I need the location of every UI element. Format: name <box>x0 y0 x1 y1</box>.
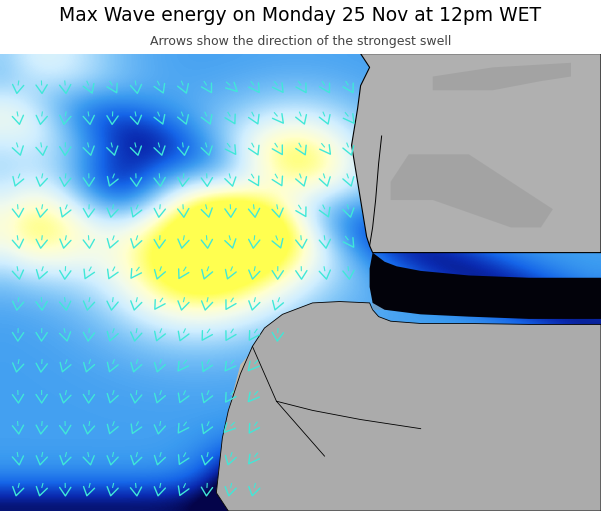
Polygon shape <box>373 300 529 314</box>
Polygon shape <box>216 301 601 511</box>
Polygon shape <box>391 154 553 227</box>
Text: Arrows show the direction of the strongest swell: Arrows show the direction of the stronge… <box>150 35 451 49</box>
Polygon shape <box>216 333 601 511</box>
Text: Max Wave energy on Monday 25 Nov at 12pm WET: Max Wave energy on Monday 25 Nov at 12pm… <box>59 6 542 25</box>
Polygon shape <box>370 252 601 319</box>
Polygon shape <box>352 54 601 252</box>
Polygon shape <box>433 63 571 90</box>
